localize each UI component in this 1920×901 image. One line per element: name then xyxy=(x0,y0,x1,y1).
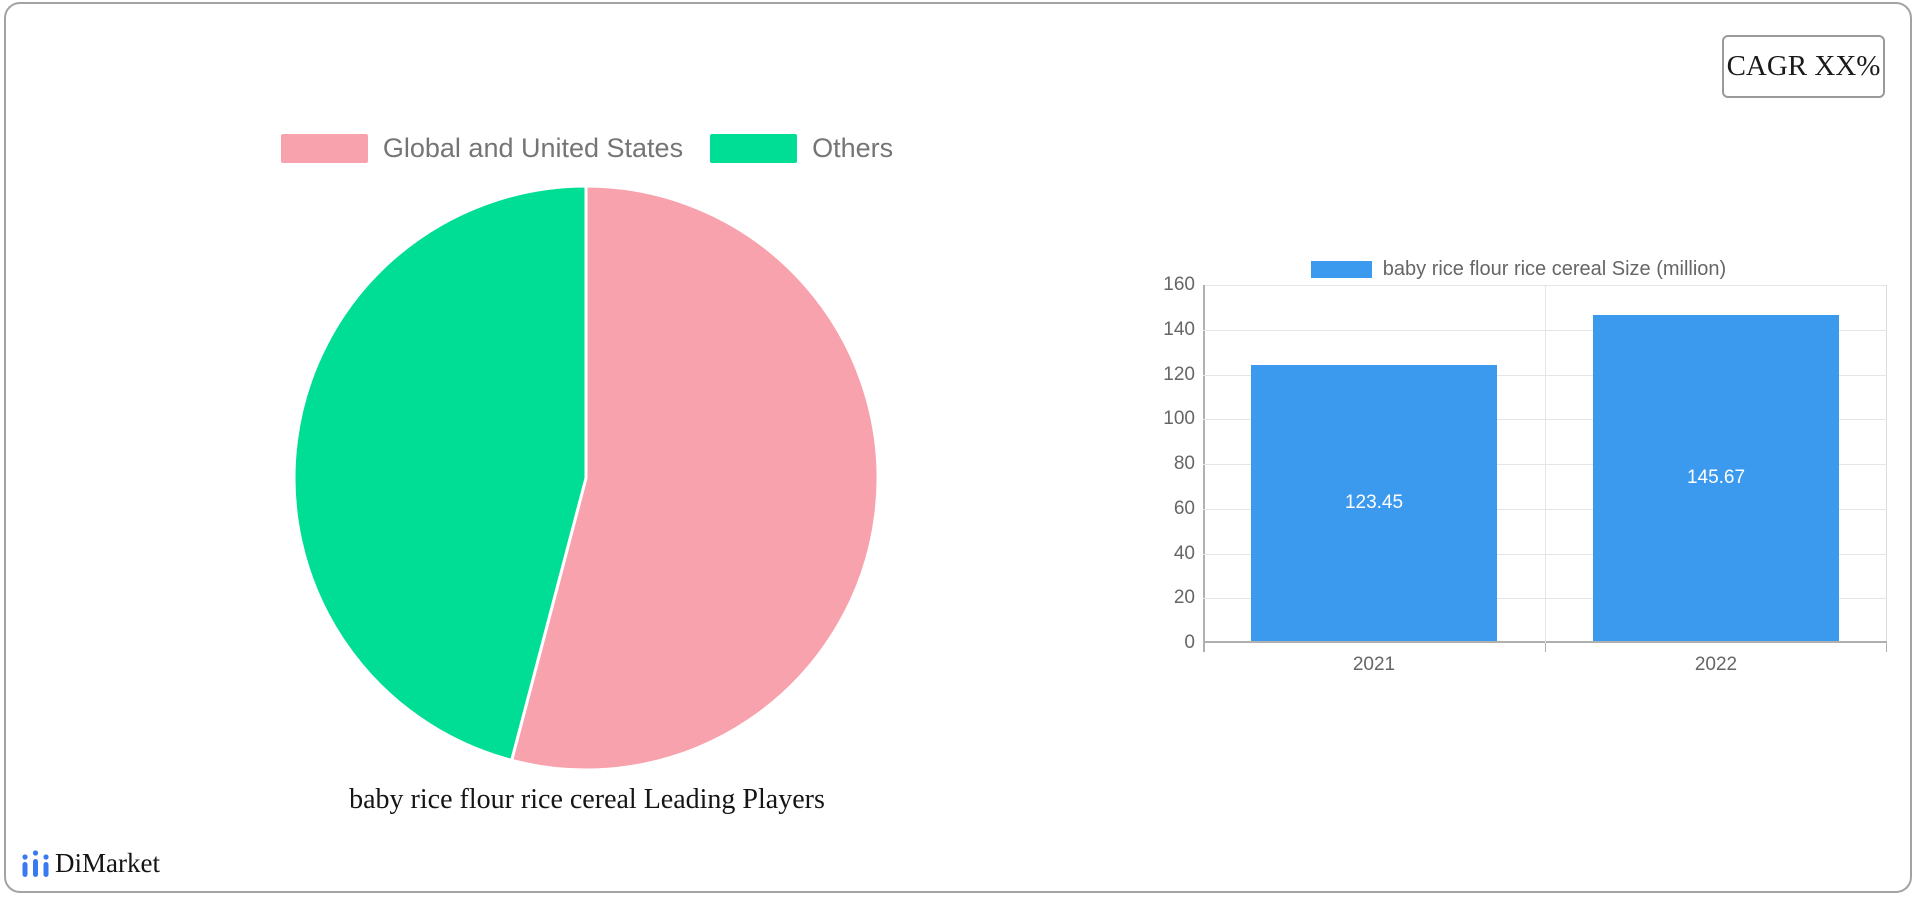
pie-chart xyxy=(292,184,880,772)
x-axis-tick-mark xyxy=(1203,643,1204,652)
brand-bars-icon xyxy=(22,850,49,877)
y-tick-label: 20 xyxy=(1173,587,1195,609)
bar-legend: baby rice flour rice cereal Size (millio… xyxy=(1150,258,1887,281)
pie-slice xyxy=(292,184,588,762)
x-tick-label: 2021 xyxy=(1352,654,1396,675)
bar-legend-label: baby rice flour rice cereal Size (millio… xyxy=(1382,258,1727,280)
brand-name: DiMarket xyxy=(55,848,160,878)
y-tick-label: 0 xyxy=(1184,632,1195,653)
y-tick-label: 160 xyxy=(1163,274,1195,295)
y-tick-label: 60 xyxy=(1173,497,1195,519)
bar-2021: 123.45 xyxy=(1251,364,1497,641)
brand-logo: DiMarket xyxy=(22,848,160,879)
pie-legend-swatch xyxy=(710,134,798,163)
gridline-vertical xyxy=(1545,285,1546,643)
pie-legend-label: Others xyxy=(812,133,894,163)
x-tick-label: 2022 xyxy=(1694,654,1738,675)
x-axis-tick-mark xyxy=(1545,643,1546,652)
x-axis-tick-mark xyxy=(1886,643,1887,652)
cagr-badge: CAGR XX% xyxy=(1722,35,1885,98)
bar-2022: 145.67 xyxy=(1593,315,1839,641)
plot-border-right xyxy=(1886,285,1887,652)
pie-slice xyxy=(510,184,880,772)
bar-legend-swatch xyxy=(1310,261,1372,278)
bar-plot-area: 123.45 2021 145.67 2022 xyxy=(1203,285,1887,675)
pie-section: Global and United States Others baby ric… xyxy=(0,133,1174,815)
y-tick-label: 120 xyxy=(1163,363,1195,385)
cagr-badge-label: CAGR XX% xyxy=(1726,50,1881,82)
y-tick-label: 40 xyxy=(1173,542,1195,564)
pie-title: baby rice flour rice cereal Leading Play… xyxy=(349,784,825,815)
pie-legend-swatch xyxy=(280,134,368,163)
pie-legend: Global and United States Others xyxy=(0,133,1174,164)
bar-value-label: 145.67 xyxy=(1686,467,1746,489)
pie-legend-label: Global and United States xyxy=(382,133,684,163)
pie-legend-item-others: Others xyxy=(710,133,893,164)
pie-legend-item-global: Global and United States xyxy=(280,133,684,164)
y-axis-line xyxy=(1203,285,1205,652)
y-tick-label: 100 xyxy=(1163,408,1195,430)
y-tick-label: 140 xyxy=(1163,318,1195,340)
bar-value-label: 123.45 xyxy=(1344,491,1404,513)
bar-chart: baby rice flour rice cereal Size (millio… xyxy=(1150,245,1887,685)
y-tick-label: 80 xyxy=(1173,453,1195,474)
bar-y-axis: 0 20 40 60 80 100 120 140 160 xyxy=(1150,245,1195,685)
